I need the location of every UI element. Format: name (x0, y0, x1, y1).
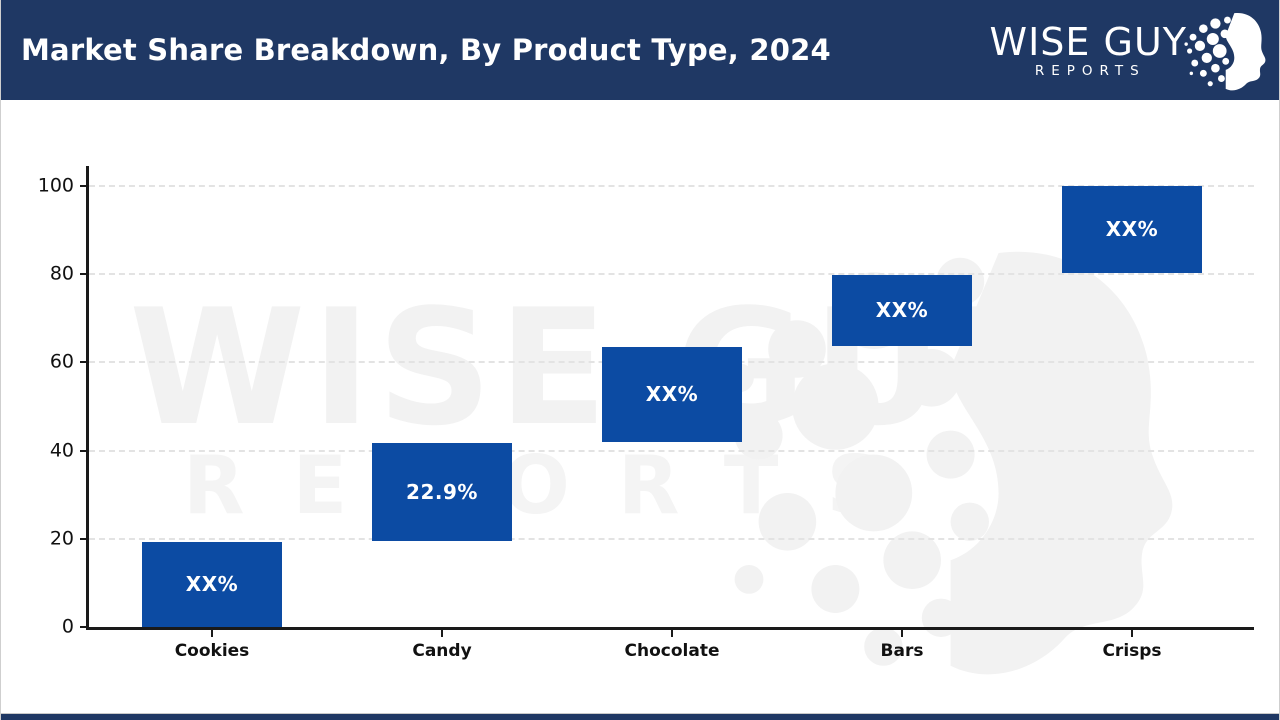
x-axis-tick (441, 630, 443, 637)
bar-value-label: 22.9% (406, 479, 478, 504)
x-axis-tick (901, 630, 903, 637)
bar-segment: 22.9% (372, 442, 512, 541)
y-axis-tick-label: 0 (61, 615, 74, 638)
bar-segment: XX% (1062, 186, 1202, 273)
y-gridline (89, 449, 1254, 452)
logo-wordmark: WISE GUY (989, 19, 1187, 64)
y-axis-line (86, 166, 89, 630)
x-axis-tick (1131, 630, 1133, 637)
x-axis-tick (671, 630, 673, 637)
bar-value-label: XX% (1105, 217, 1159, 242)
y-gridline (89, 273, 1254, 276)
x-axis-tick (211, 630, 213, 637)
wiseguy-head-icon (1184, 12, 1266, 91)
y-gridline (89, 185, 1254, 187)
bar-segment: XX% (142, 541, 282, 627)
x-category-label: Chocolate (624, 641, 720, 661)
bar-value-label: XX% (645, 382, 699, 407)
y-axis-tick-label: 80 (49, 262, 74, 285)
x-category-label: Cookies (174, 641, 250, 661)
x-category-label: Bars (880, 641, 924, 661)
bar-value-label: XX% (875, 298, 929, 323)
y-axis-tick-label: 40 (49, 439, 74, 462)
header-bar: Market Share Breakdown, By Product Type,… (1, 0, 1279, 100)
bar-value-label: XX% (185, 572, 239, 597)
y-gridline (89, 537, 1254, 540)
x-axis-line (86, 627, 1254, 630)
y-axis-tick (80, 361, 88, 364)
chart-title: Market Share Breakdown, By Product Type,… (21, 33, 831, 67)
logo-subtext: REPORTS (1034, 63, 1146, 80)
y-axis-tick-label: 20 (49, 527, 74, 550)
y-axis-tick (80, 273, 88, 276)
y-axis-tick (80, 537, 88, 540)
bar-segment: XX% (832, 274, 972, 347)
logo-text-block: WISE GUY REPORTS (989, 19, 1187, 80)
x-category-label: Candy (412, 641, 472, 661)
y-axis-tick-label: 60 (49, 350, 74, 373)
bar-segment: XX% (602, 346, 742, 442)
x-category-label: Crisps (1102, 641, 1162, 661)
y-axis-tick-label: 100 (37, 174, 74, 197)
y-axis-tick (80, 449, 88, 452)
y-axis-tick (80, 626, 88, 628)
footer-bar (1, 713, 1279, 720)
y-axis-tick (80, 185, 88, 187)
wiseguy-logo: WISE GUY REPORTS (990, 8, 1267, 94)
